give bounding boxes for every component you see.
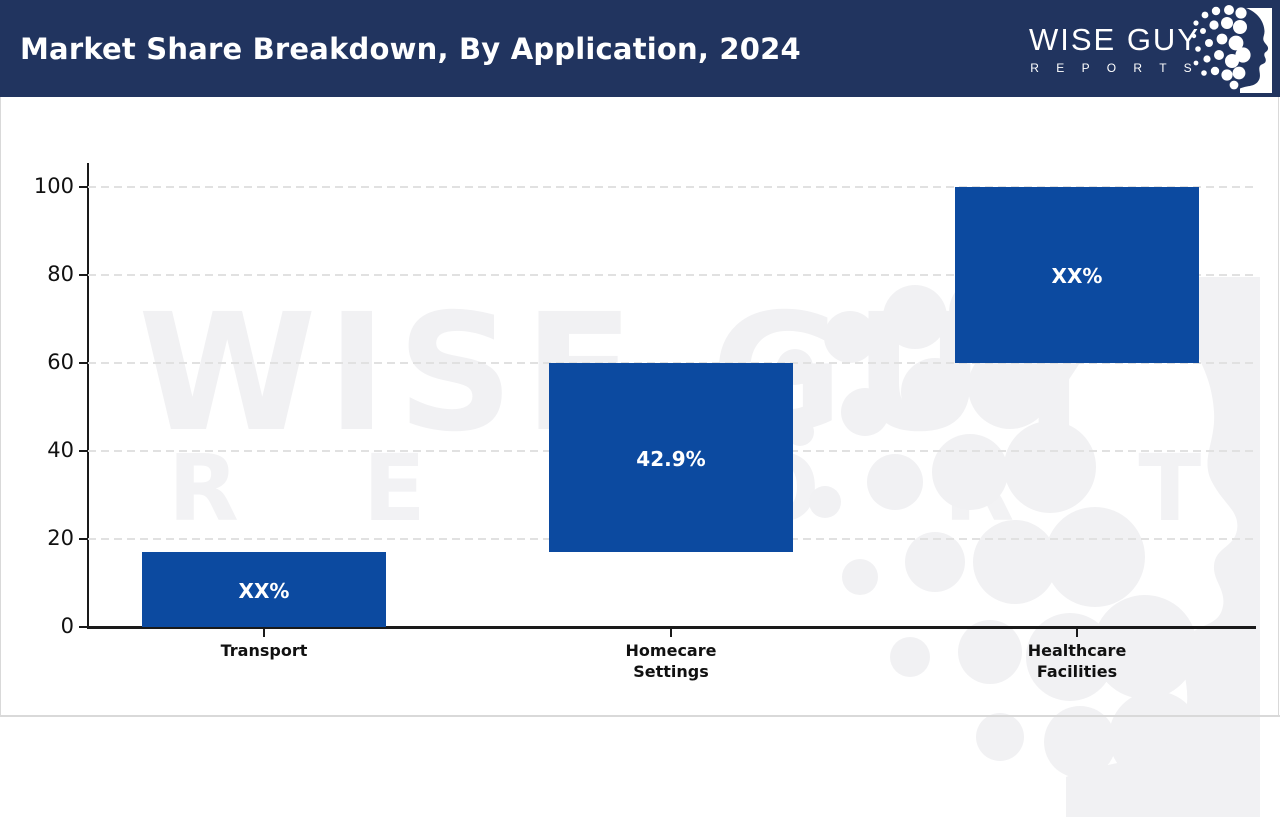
gridline bbox=[88, 274, 1256, 276]
y-tick-label: 40 bbox=[47, 438, 74, 462]
logo-wordmark: WISE GUY bbox=[1028, 22, 1200, 57]
y-tick-label: 0 bbox=[60, 614, 74, 638]
gridline bbox=[88, 186, 1256, 188]
y-tick-mark bbox=[79, 450, 87, 452]
y-tick-mark bbox=[79, 186, 87, 188]
logo-head-icon bbox=[1191, 4, 1272, 93]
header-bar: Market Share Breakdown, By Application, … bbox=[0, 0, 1280, 97]
bar-value-label: XX% bbox=[238, 578, 290, 603]
y-tick-mark bbox=[79, 626, 87, 628]
x-tick-mark bbox=[670, 629, 672, 637]
y-tick-label: 80 bbox=[47, 262, 74, 286]
page-left-border bbox=[0, 97, 1, 717]
bar-value-label: 42.9% bbox=[636, 446, 706, 471]
y-tick-label: 100 bbox=[33, 174, 74, 198]
bar-segment bbox=[142, 552, 386, 627]
bar-segment bbox=[549, 363, 793, 552]
x-tick-label: Healthcare Facilities bbox=[1027, 641, 1127, 681]
waterfall-chart: 0 20 40 60 80 100 XX% Transport 42.9% Homecare Se… bbox=[33, 163, 1256, 681]
x-axis-line bbox=[87, 626, 1256, 629]
page-bottom-border bbox=[0, 715, 1280, 717]
x-tick-label: Homecare Settings bbox=[625, 641, 717, 681]
x-tick-mark bbox=[1076, 629, 1078, 637]
y-tick-label: 60 bbox=[47, 350, 74, 374]
x-tick-label: Transport bbox=[220, 641, 308, 660]
y-axis-line bbox=[87, 163, 89, 628]
y-tick-mark bbox=[79, 274, 87, 276]
page-right-border bbox=[1278, 97, 1279, 717]
wise-guy-logo: WISE GUY R E P O R T S bbox=[1029, 4, 1280, 93]
logo-subtitle: R E P O R T S bbox=[1030, 61, 1199, 75]
y-tick-mark bbox=[79, 362, 87, 364]
logo-text: WISE GUY R E P O R T S bbox=[1029, 22, 1200, 75]
bar-value-label: XX% bbox=[1051, 264, 1103, 288]
page-title: Market Share Breakdown, By Application, … bbox=[20, 31, 801, 66]
y-tick-label: 20 bbox=[47, 526, 74, 550]
x-tick-mark bbox=[263, 629, 265, 637]
y-tick-mark bbox=[79, 538, 87, 540]
